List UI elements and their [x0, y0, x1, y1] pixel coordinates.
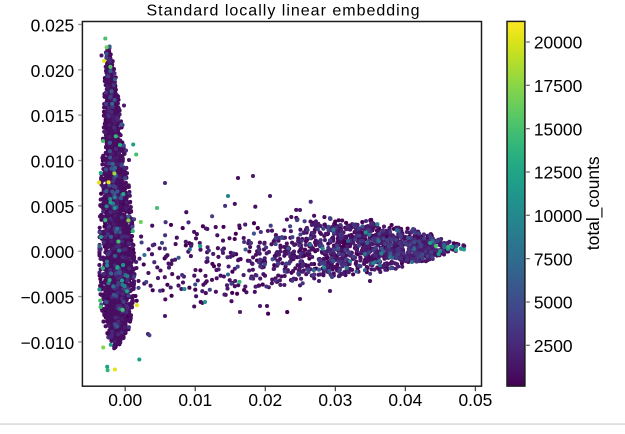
- svg-text:0.01: 0.01: [178, 390, 212, 410]
- svg-text:0.00: 0.00: [108, 390, 142, 410]
- svg-text:5000: 5000: [534, 293, 573, 313]
- svg-text:20000: 20000: [534, 33, 582, 53]
- svg-text:0.015: 0.015: [31, 106, 75, 126]
- svg-text:0.005: 0.005: [31, 197, 75, 217]
- svg-text:17500: 17500: [534, 76, 582, 96]
- svg-text:0.05: 0.05: [458, 390, 492, 410]
- svg-text:2500: 2500: [534, 336, 573, 356]
- svg-text:0.02: 0.02: [248, 390, 282, 410]
- svg-text:7500: 7500: [534, 249, 573, 269]
- svg-text:total_counts: total_counts: [583, 156, 603, 250]
- svg-text:0.020: 0.020: [31, 61, 75, 81]
- svg-text:0.000: 0.000: [31, 242, 75, 262]
- svg-text:10000: 10000: [534, 206, 582, 226]
- svg-text:12500: 12500: [534, 163, 582, 183]
- svg-text:0.025: 0.025: [31, 15, 75, 35]
- svg-text:0.04: 0.04: [388, 390, 422, 410]
- svg-text:−0.005: −0.005: [21, 288, 75, 308]
- svg-text:0.03: 0.03: [318, 390, 352, 410]
- svg-text:−0.010: −0.010: [21, 333, 75, 353]
- svg-text:15000: 15000: [534, 119, 582, 139]
- svg-text:0.010: 0.010: [31, 152, 75, 172]
- svg-text:Standard locally linear embedd: Standard locally linear embedding: [146, 2, 420, 19]
